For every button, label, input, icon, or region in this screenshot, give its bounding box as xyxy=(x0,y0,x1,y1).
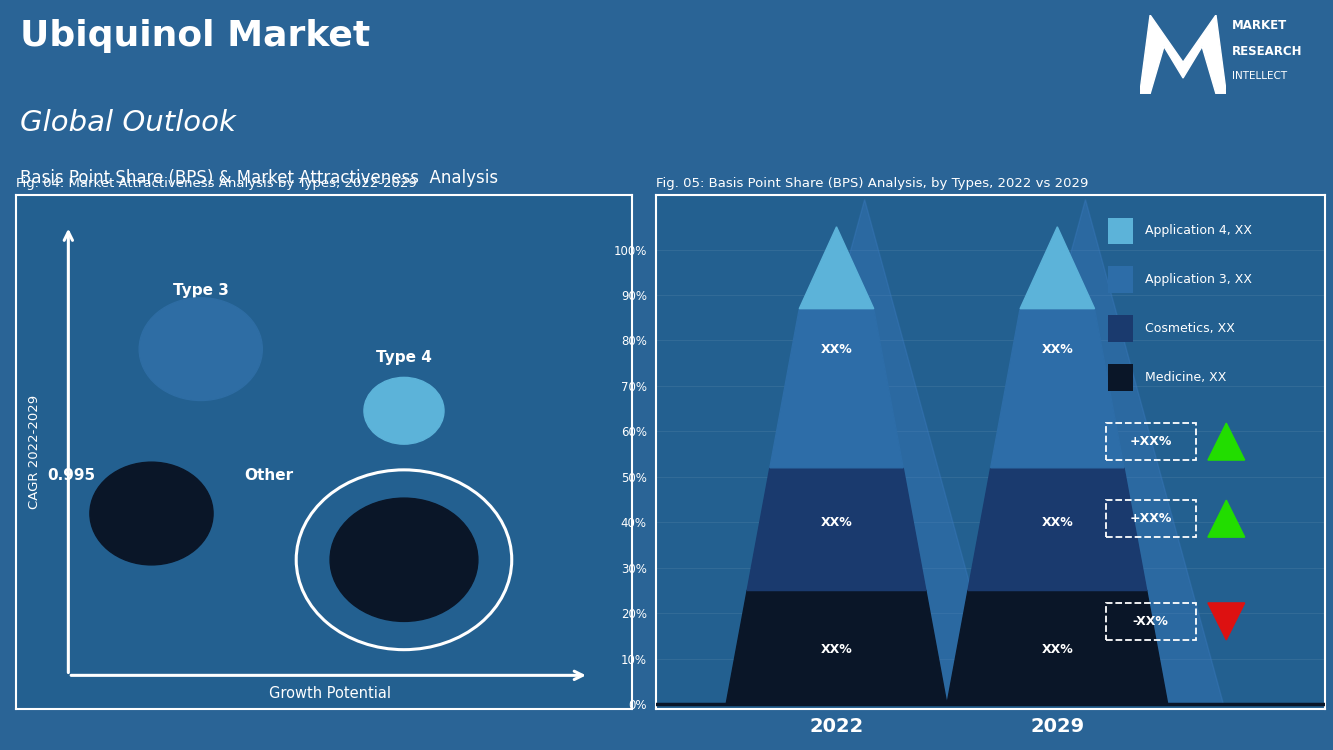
Text: MARKET: MARKET xyxy=(1232,19,1286,32)
Text: XX%: XX% xyxy=(821,343,852,356)
Polygon shape xyxy=(726,200,1002,704)
Polygon shape xyxy=(946,590,1168,704)
Text: INTELLECT: INTELLECT xyxy=(1232,71,1286,81)
Circle shape xyxy=(89,462,213,565)
Text: Application 3, XX: Application 3, XX xyxy=(1145,273,1252,286)
Text: Ubiquinol Market: Ubiquinol Market xyxy=(20,19,371,53)
Text: Type 3: Type 3 xyxy=(173,283,229,298)
Text: Application 4, XX: Application 4, XX xyxy=(1145,224,1252,238)
Text: +XX%: +XX% xyxy=(1129,435,1172,448)
Polygon shape xyxy=(1140,15,1226,94)
Polygon shape xyxy=(1208,423,1245,460)
FancyBboxPatch shape xyxy=(1108,266,1133,293)
Text: Type 4: Type 4 xyxy=(376,350,432,364)
Text: XX%: XX% xyxy=(821,516,852,529)
Text: Medicine, XX: Medicine, XX xyxy=(1145,371,1226,384)
Text: +XX%: +XX% xyxy=(1129,512,1172,525)
Text: -XX%: -XX% xyxy=(1133,615,1169,628)
Polygon shape xyxy=(1208,500,1245,537)
Circle shape xyxy=(364,377,444,444)
Polygon shape xyxy=(1020,226,1094,309)
Polygon shape xyxy=(1208,603,1245,640)
Text: Other: Other xyxy=(244,468,293,483)
Polygon shape xyxy=(948,200,1224,704)
Polygon shape xyxy=(726,590,946,704)
FancyBboxPatch shape xyxy=(1108,315,1133,342)
Polygon shape xyxy=(746,468,926,590)
Text: Basis Point Share (BPS) & Market Attractiveness  Analysis: Basis Point Share (BPS) & Market Attract… xyxy=(20,169,499,187)
Text: CAGR 2022-2029: CAGR 2022-2029 xyxy=(28,394,41,509)
Text: Global Outlook: Global Outlook xyxy=(20,109,236,136)
Text: XX%: XX% xyxy=(1041,644,1073,656)
Circle shape xyxy=(331,498,479,622)
FancyBboxPatch shape xyxy=(1108,217,1133,244)
Polygon shape xyxy=(770,309,904,468)
Text: 0.995: 0.995 xyxy=(47,468,95,483)
Text: XX%: XX% xyxy=(821,644,852,656)
Text: Cosmetics, XX: Cosmetics, XX xyxy=(1145,322,1234,335)
Text: Fig. 05: Basis Point Share (BPS) Analysis, by Types, 2022 vs 2029: Fig. 05: Basis Point Share (BPS) Analysi… xyxy=(656,177,1088,190)
Polygon shape xyxy=(968,468,1146,590)
Text: RESEARCH: RESEARCH xyxy=(1232,45,1302,58)
Circle shape xyxy=(139,298,263,400)
Text: Fig. 04: Market Attractiveness Analysis by Types, 2022-2029: Fig. 04: Market Attractiveness Analysis … xyxy=(16,177,417,190)
Polygon shape xyxy=(800,226,873,309)
FancyBboxPatch shape xyxy=(1108,364,1133,391)
Polygon shape xyxy=(990,309,1124,468)
Text: XX%: XX% xyxy=(1041,343,1073,356)
Text: XX%: XX% xyxy=(1041,516,1073,529)
Text: Growth Potential: Growth Potential xyxy=(269,686,391,701)
